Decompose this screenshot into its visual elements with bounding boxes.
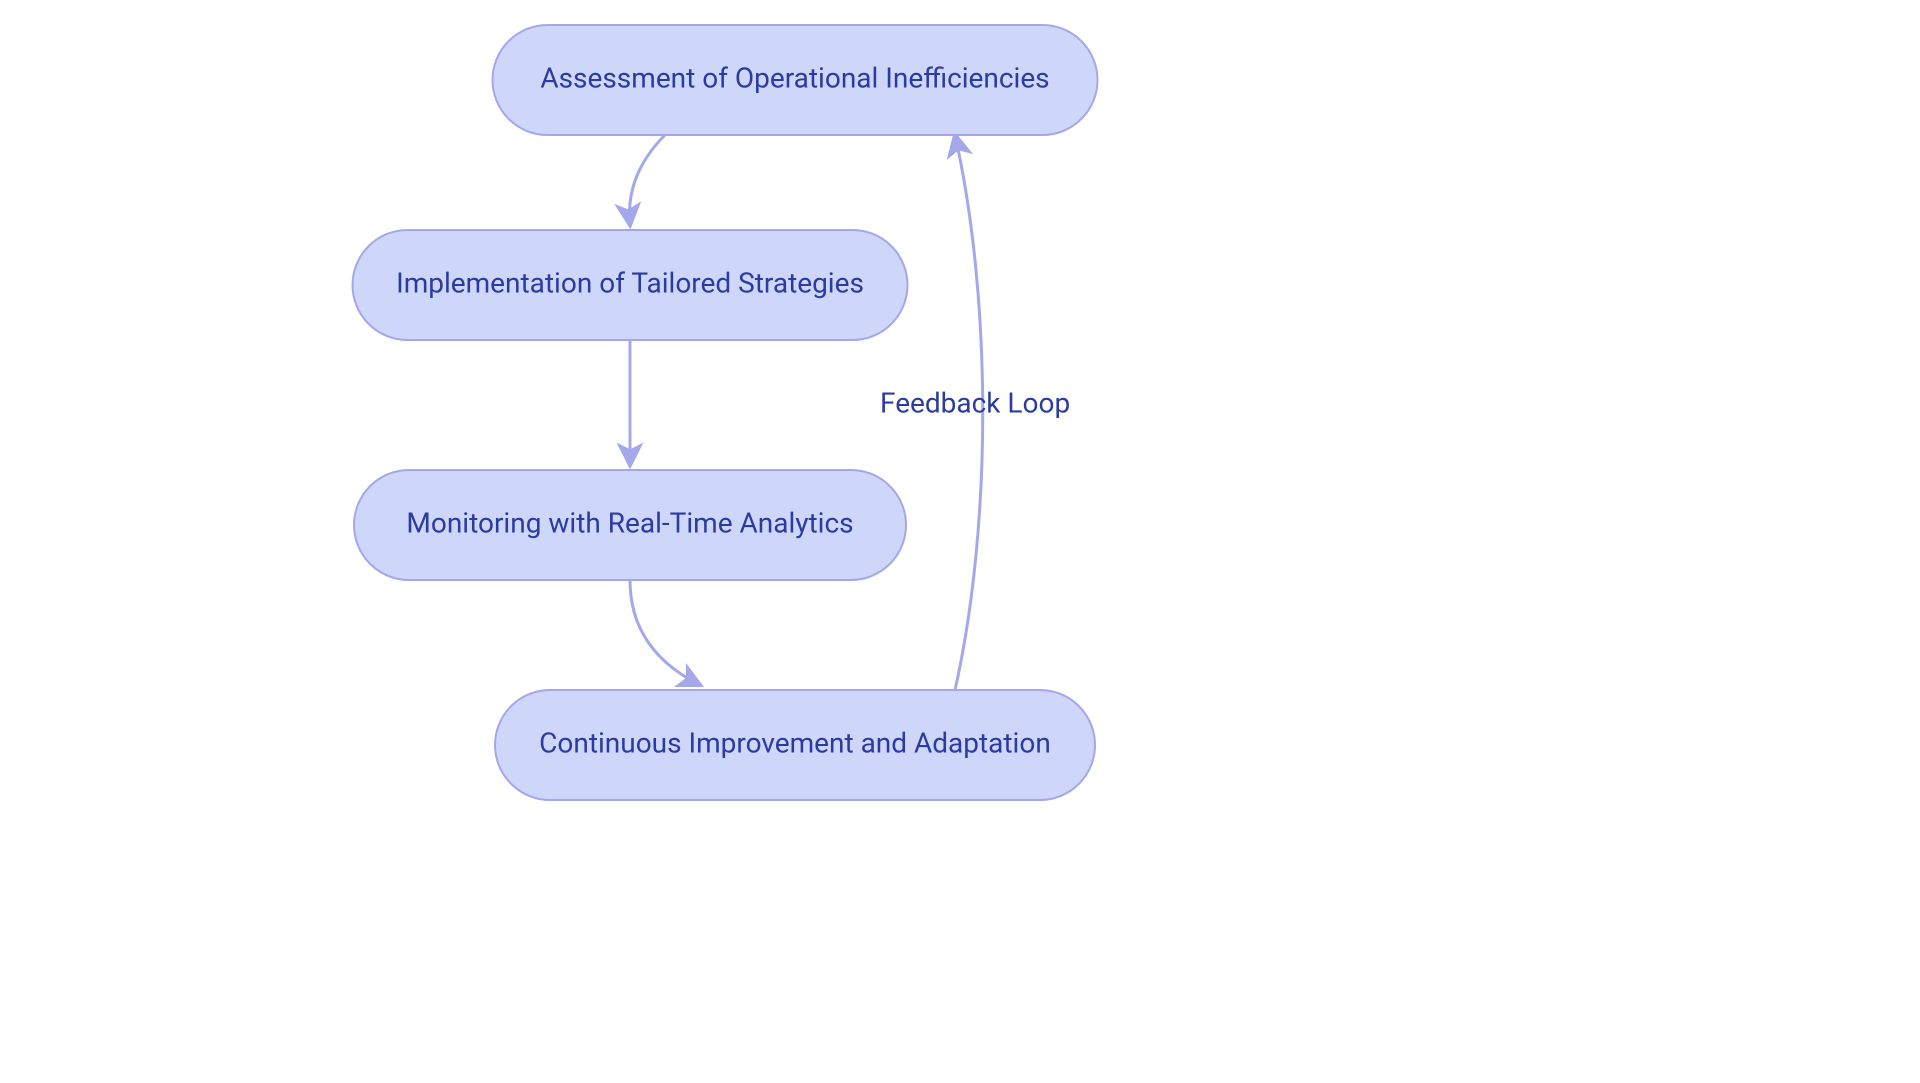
- flowchart-diagram: Assessment of Operational Inefficiencies…: [0, 0, 1920, 1083]
- flowchart-node-monitoring: Monitoring with Real-Time Analytics: [354, 470, 906, 580]
- node-label: Implementation of Tailored Strategies: [396, 266, 864, 299]
- edge-label-feedback-loop: Feedback Loop: [880, 386, 1070, 419]
- flowchart-edge-monitoring-to-continuous: [630, 580, 700, 685]
- flowchart-node-continuous: Continuous Improvement and Adaptation: [495, 690, 1095, 800]
- flowchart-node-assessment: Assessment of Operational Inefficiencies: [493, 25, 1098, 135]
- node-label: Monitoring with Real-Time Analytics: [406, 506, 853, 539]
- node-label: Continuous Improvement and Adaptation: [539, 726, 1051, 759]
- node-label: Assessment of Operational Inefficiencies: [540, 61, 1049, 94]
- flowchart-edge-assessment-to-implementation: [629, 135, 665, 225]
- flowchart-node-implementation: Implementation of Tailored Strategies: [353, 230, 908, 340]
